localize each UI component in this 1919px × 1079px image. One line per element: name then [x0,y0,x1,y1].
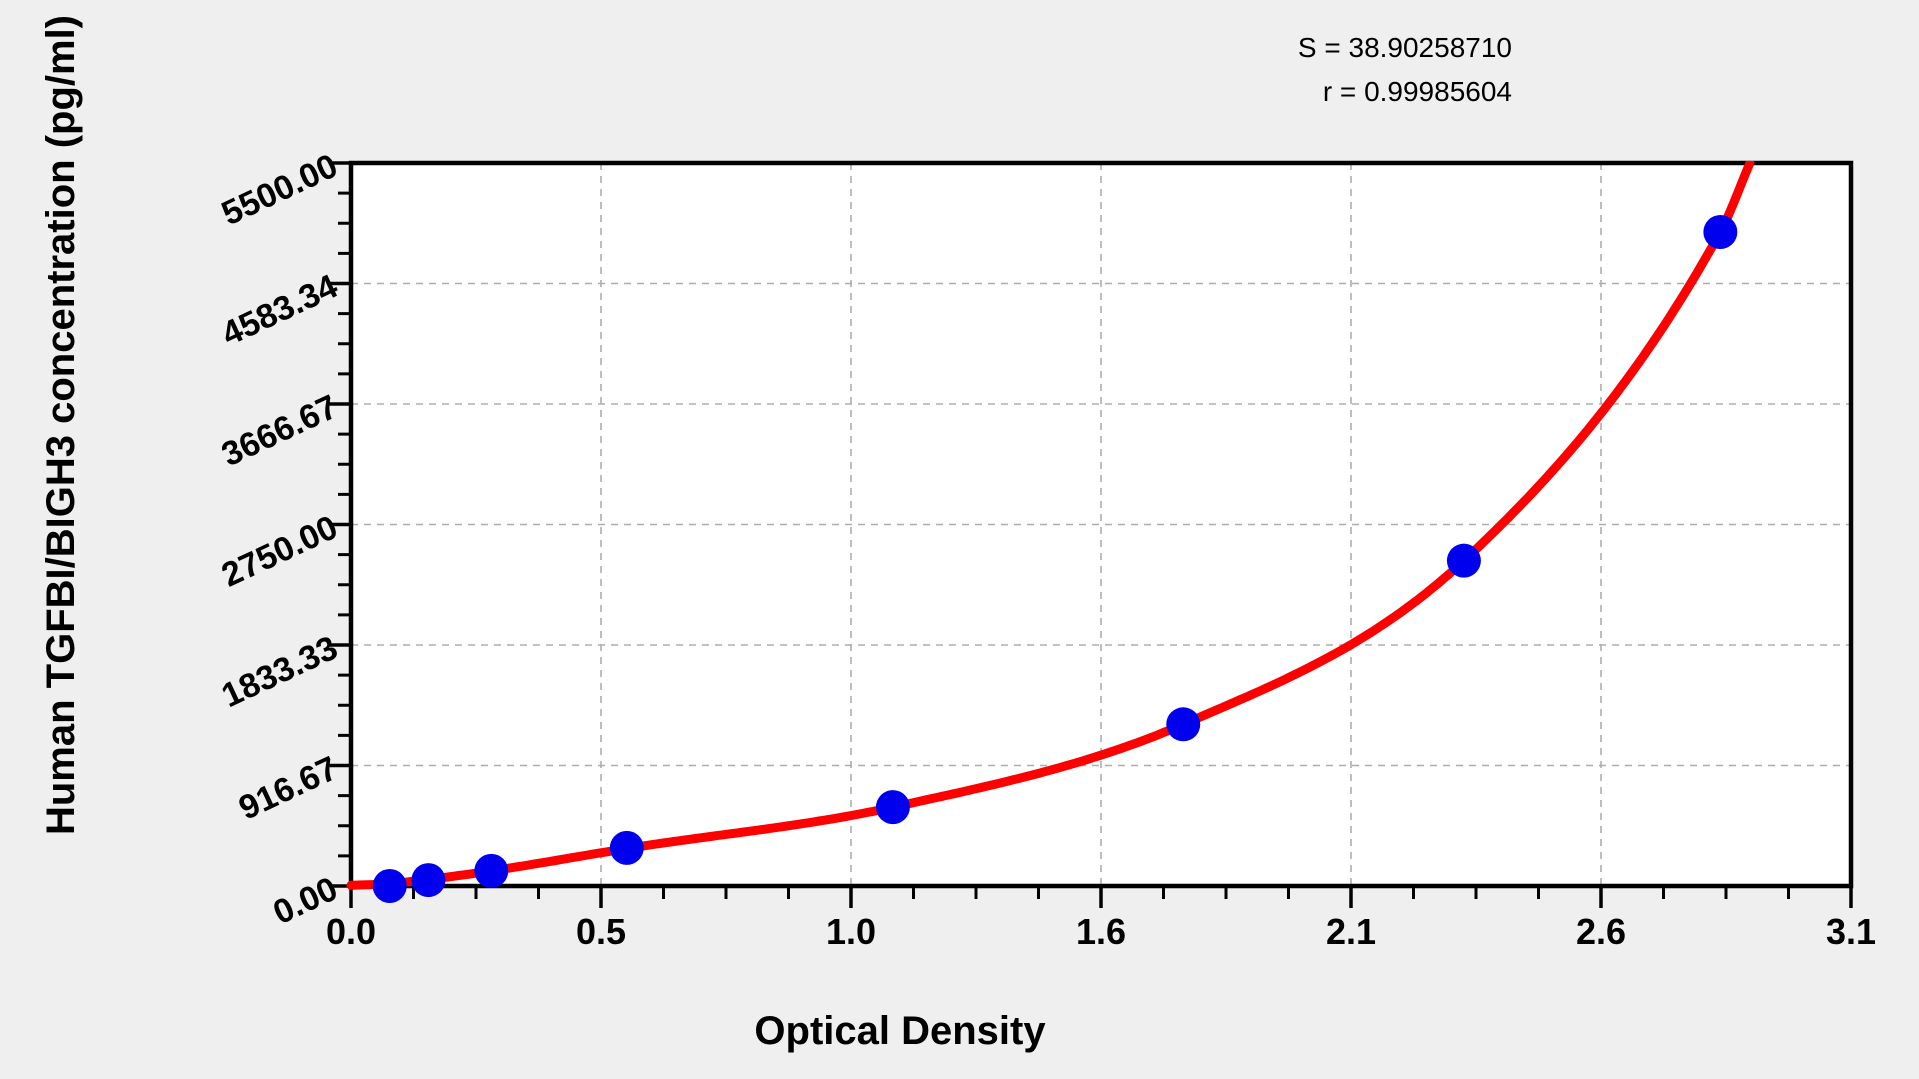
y-tick-label: 2750.00 [216,508,343,594]
x-tick-label: 1.0 [826,911,876,952]
plot-border [348,160,1854,889]
data-point [411,863,446,898]
fit-curve [346,161,1755,890]
data-point [372,869,407,903]
data-point [1446,543,1481,578]
data-point [875,790,910,825]
data-point [609,830,644,865]
y-tick-label: 1833.33 [216,629,343,715]
series-layer [346,161,1755,903]
axis-box-layer [348,160,1854,889]
y-tick-label: 916.67 [233,749,343,827]
y-axis-title: Human TGFBI/BIGH3 concentration (pg/ml) [39,15,83,835]
y-tick-label: 5500.00 [216,147,343,233]
data-point [474,853,509,888]
x-tick-label: 2.1 [1326,911,1376,952]
data-point [1703,215,1738,250]
x-tick-label: 2.6 [1576,911,1626,952]
y-tick-label: 3666.67 [216,388,343,474]
y-tick-label: 4583.34 [216,267,344,353]
x-tick-label: 0.0 [326,911,376,952]
x-tick-label: 0.5 [576,911,626,952]
gridline-layer [351,163,1851,886]
x-tick-label: 1.6 [1076,911,1126,952]
x-tick-label: 3.1 [1826,911,1876,952]
data-point [1166,707,1201,742]
x-axis-title: Optical Density [754,1009,1046,1053]
s-value-label: S = 38.90258710 [1298,32,1512,63]
r-value-label: r = 0.99985604 [1323,76,1512,107]
